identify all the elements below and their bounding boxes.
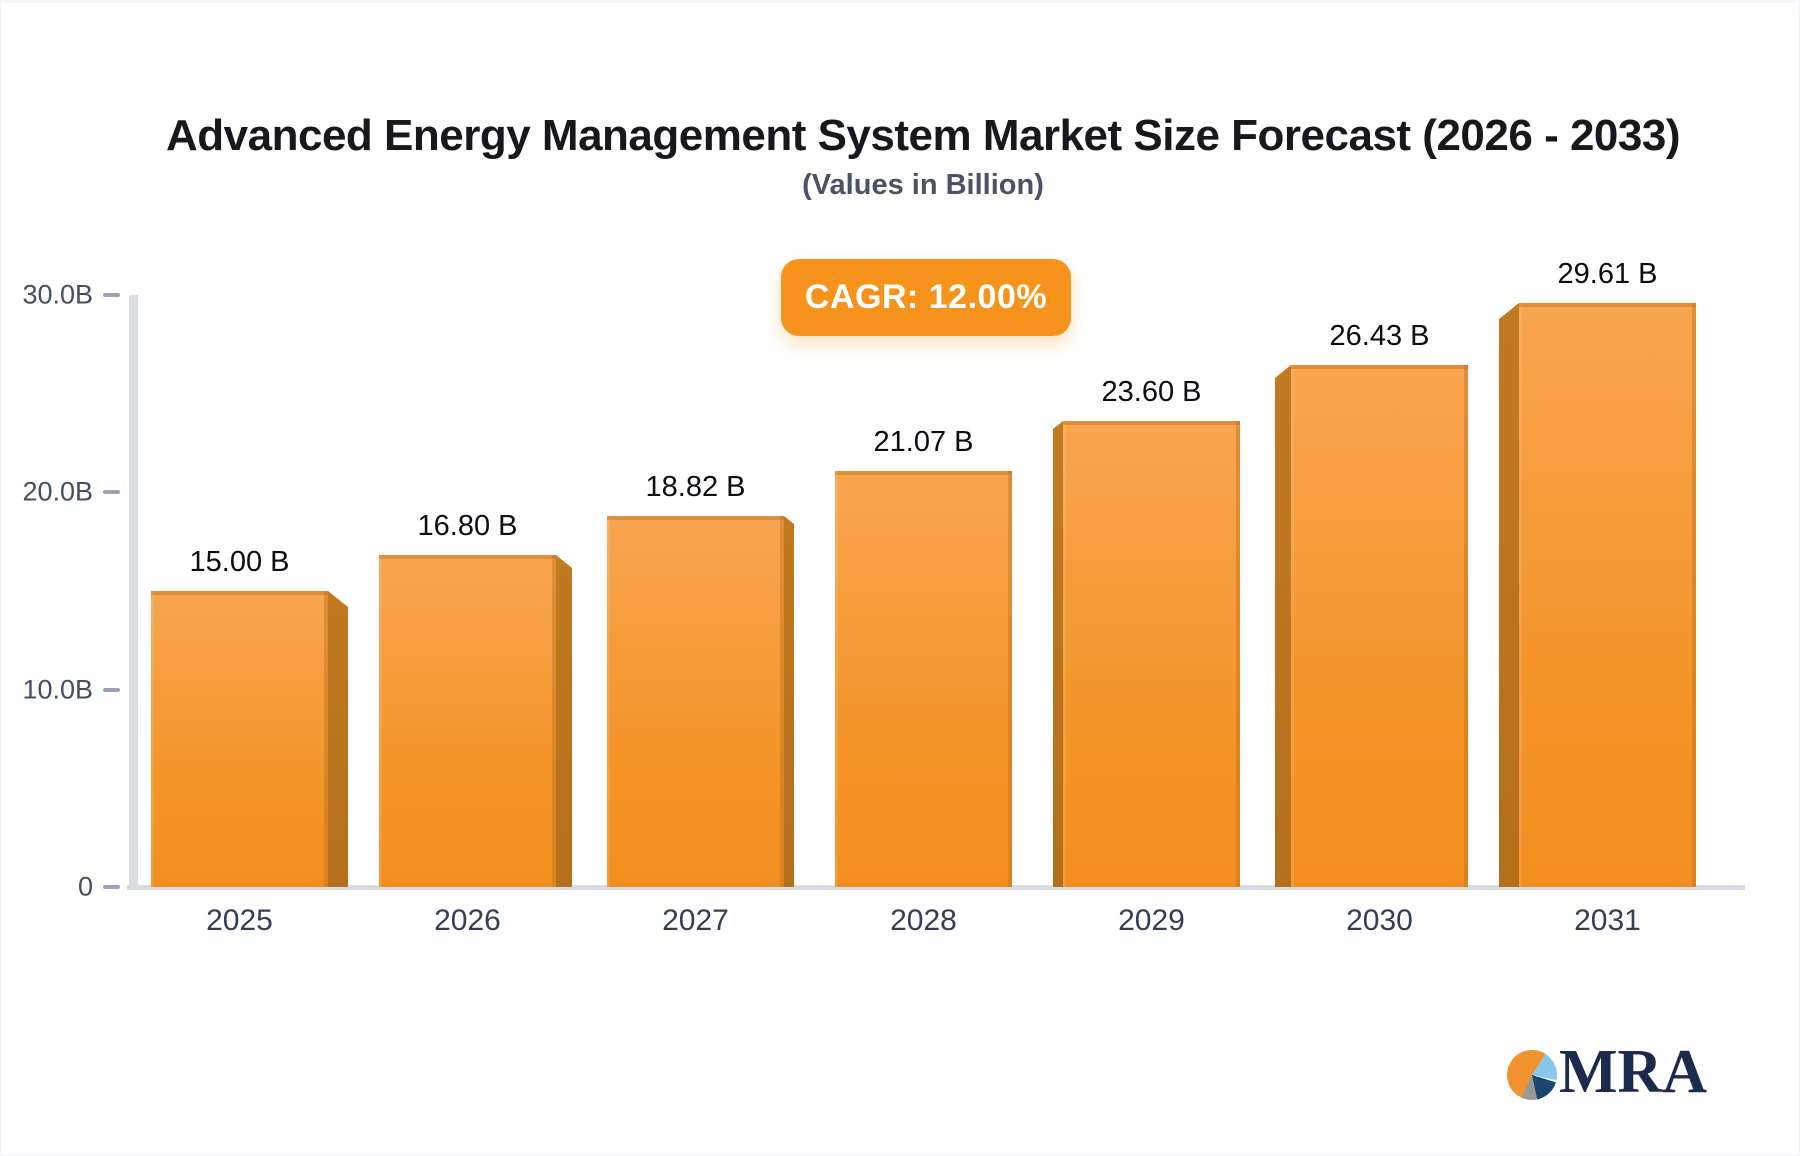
y-tick-mark	[103, 687, 120, 692]
bar-side-face	[1499, 303, 1519, 887]
bar-2028	[835, 471, 1012, 887]
logo-text: MRA	[1559, 1038, 1708, 1106]
bar-side-face	[1275, 365, 1291, 887]
y-tick-label: 10.0B	[22, 674, 93, 705]
bar-2027	[607, 516, 784, 887]
chart-subtitle: (Values in Billion)	[802, 169, 1044, 201]
bar-2031	[1519, 303, 1696, 887]
bar-value-label: 16.80 B	[417, 510, 518, 542]
x-tick-label: 2030	[1346, 904, 1413, 937]
bar-side-face	[328, 591, 348, 887]
bar-2029	[1063, 421, 1240, 887]
bar-value-label: 26.43 B	[1329, 320, 1430, 352]
x-tick-label: 2031	[1574, 904, 1641, 937]
y-tick-mark	[103, 293, 120, 297]
bar-2025	[151, 591, 328, 887]
page-title: Advanced Energy Management System Market…	[166, 111, 1680, 160]
x-tick-label: 2025	[206, 904, 273, 937]
bar-2026	[379, 555, 556, 887]
bar-side-face	[1053, 421, 1063, 887]
x-tick-label: 2027	[662, 904, 729, 937]
x-tick-label: 2029	[1118, 904, 1185, 937]
y-axis-line	[129, 295, 138, 887]
y-tick-label: 30.0B	[22, 279, 93, 310]
bar-value-label: 15.00 B	[189, 546, 290, 578]
bar-value-label: 18.82 B	[645, 471, 746, 503]
cagr-badge-label: CAGR: 12.00%	[804, 278, 1048, 316]
bar-2030	[1291, 365, 1468, 887]
y-tick-label: 20.0B	[22, 476, 93, 507]
x-tick-label: 2026	[434, 904, 501, 937]
y-tick-mark	[103, 490, 120, 495]
bar-value-label: 29.61 B	[1557, 258, 1658, 290]
x-tick-label: 2028	[890, 904, 957, 937]
bar-side-face	[556, 555, 572, 887]
bar-side-face	[784, 516, 794, 887]
mra-logo: MRA	[1507, 1041, 1707, 1103]
y-tick-label: 0	[77, 871, 93, 902]
cagr-badge: CAGR: 12.00%	[781, 259, 1071, 336]
bar-value-label: 23.60 B	[1101, 376, 1202, 408]
x-axis-line	[127, 885, 1745, 890]
bar-value-label: 21.07 B	[873, 426, 974, 458]
y-tick-mark	[103, 885, 120, 889]
pie-chart-logo-icon	[1507, 1050, 1557, 1100]
